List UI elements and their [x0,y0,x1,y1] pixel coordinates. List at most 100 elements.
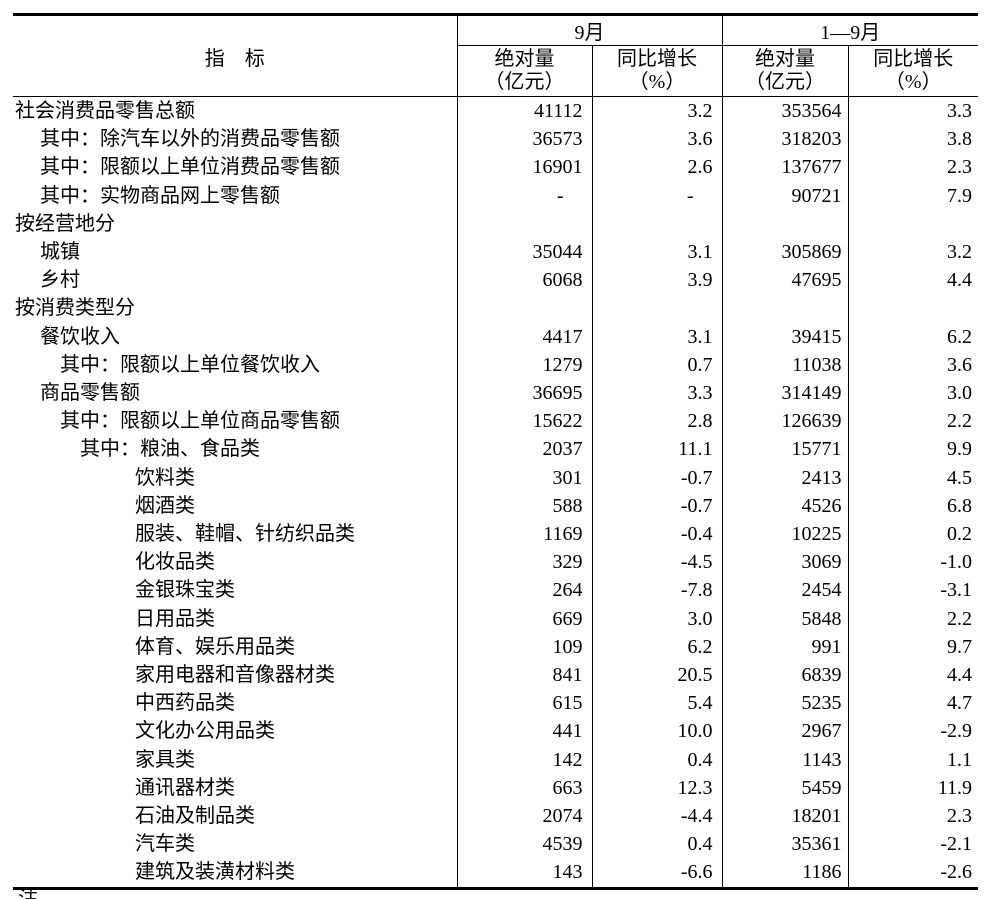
sep-growth-cell: 3.6 [591,125,722,154]
sep-absolute-value-cell: 142 [456,745,592,774]
sep-absolute-value-cell [456,294,592,323]
jan-sep-absolute-value-cell: 35361 [721,830,848,859]
jan-sep-absolute-value-cell: 991 [721,632,848,662]
table-row: 其中：限额以上单位商品零售额 15622 2.8 126639 2.2 [13,407,978,436]
jan-sep-growth-cell: 3.2 [847,238,978,267]
sep-absolute-value-cell: 6068 [456,266,592,295]
sep-absolute-value-cell: 35044 [456,238,592,267]
sep-growth-cell: 2.8 [591,407,722,436]
jan-sep-absolute-value-cell: 318203 [721,125,848,154]
sep-growth-cell: 2.6 [591,153,722,182]
table-row: 其中：粮油、食品类 2037 11.1 15771 9.9 [13,435,978,464]
jan-sep-growth-cell: 3.6 [847,350,978,380]
sep-absolute-value-cell: 329 [456,548,592,577]
sep-absolute-value-cell: 4539 [456,830,592,859]
jan-sep-absolute-value-cell: 2454 [721,576,848,605]
jan-sep-growth-cell: 11.9 [847,773,978,803]
table-row: 烟酒类 588 -0.7 4526 6.8 [13,491,978,521]
table-row: 商品零售额 36695 3.3 314149 3.0 [13,379,978,408]
jan-sep-absolute-value-cell: 126639 [721,407,848,436]
table-row: 中西药品类 615 5.4 5235 4.7 [13,689,978,718]
jan-sep-growth-header: 同比增长 （%） [847,45,978,97]
jan-sep-growth-cell: -2.6 [847,858,978,889]
table-row: 家具类 142 0.4 1143 1.1 [13,745,978,774]
jan-sep-growth-cell: 9.7 [847,632,978,662]
table-row: 日用品类 669 3.0 5848 2.2 [13,604,978,633]
jan-sep-growth-cell: 4.4 [847,266,978,295]
row-label: 烟酒类 [135,494,195,517]
table-row: 石油及制品类 2074 -4.4 18201 2.3 [13,802,978,831]
jan-sep-growth-cell: -2.9 [847,717,978,746]
table-row: 饮料类 301 -0.7 2413 4.5 [13,463,978,492]
row-label: 服装、鞋帽、针纺织品类 [135,523,355,546]
table-row: 餐饮收入 4417 3.1 39415 6.2 [13,322,978,351]
row-label: 文化办公用品类 [135,720,275,743]
sep-absolute-value-cell: 1279 [456,350,592,380]
jan-sep-growth-cell: 4.4 [847,661,978,690]
table-row: 其中：实物商品网上零售额 - -90721 7.9 [13,181,978,210]
jan-sep-absolute-value-cell: 137677 [721,153,848,182]
sep-absolute-value-cell: 663 [456,773,592,803]
jan-sep-absolute-value-cell: 5235 [721,689,848,718]
sep-growth-cell: 0.7 [591,350,722,380]
row-label: 乡村 [40,269,80,292]
sep-growth-cell [591,209,722,239]
jan-sep-absolute-value-cell: 15771 [721,435,848,464]
jan-sep-growth-cell: 1.1 [847,745,978,774]
sep-absolute-value-cell: 2037 [456,435,592,464]
row-label: 石油及制品类 [135,805,255,828]
month-header-row: 指 标 9月 1—9月 [13,14,978,97]
row-label: 按经营地分 [15,212,115,235]
jan-sep-absolute-value-cell: 1143 [721,745,848,774]
sep-absolute-value-cell: 669 [456,604,592,633]
header-line: 绝对量 [494,48,555,70]
jan-sep-absolute-value-cell: 2413 [721,463,848,492]
sep-absolute-value-cell: 4417 [456,322,592,351]
jan-sep-growth-cell: 4.5 [847,463,978,492]
sep-absolute-value-cell: 36695 [456,379,592,408]
sep-absolute-value-cell: 109 [456,632,592,662]
header-line: 绝对量 [755,48,815,70]
sep-absolute-value-cell: 16901 [456,153,592,182]
header-line: （%） [884,71,942,93]
row-label: 其中：粮油、食品类 [80,438,260,461]
sep-absolute-value-cell: 15622 [456,407,592,436]
sep-growth-cell: 3.1 [591,322,722,351]
jan-sep-absolute-value-cell: 5459 [721,773,848,803]
jan-sep-growth-cell: 6.8 [847,491,978,521]
sep-growth-cell: 3.3 [591,379,722,408]
jan-sep-absolute-value-cell [721,294,848,323]
row-label: 化妆品类 [135,551,215,574]
sep-growth-cell: -0.7 [591,463,722,492]
sep-absolute-value-cell [456,209,592,239]
indicator-column-header: 指 标 [13,14,458,97]
sep-growth-cell: 5.4 [591,689,722,718]
jan-sep-growth-cell [847,209,978,239]
sep-growth-cell: 3.2 [591,96,722,126]
table-row: 服装、鞋帽、针纺织品类 1169 -0.4 10225 0.2 [13,520,978,549]
sep-growth-cell: -4.4 [591,802,722,831]
table-row: 其中：限额以上单位消费品零售额 16901 2.6 137677 2.3 [13,153,978,182]
table-row: 金银珠宝类 264 -7.8 2454 -3.1 [13,576,978,605]
table-row: 社会消费品零售总额 41112 3.2 353564 3.3 [13,96,978,126]
jan-sep-growth-cell: 9.9 [847,435,978,464]
table-row: 按消费类型分 [13,294,978,323]
row-label: 日用品类 [135,607,215,630]
sep-absolute-value-cell: 41112 [456,96,592,126]
sep-absolute-value-cell: 2074 [456,802,592,831]
table-row: 乡村 6068 3.9 47695 4.4 [13,266,978,295]
column-group-september: 9月 [456,14,722,46]
row-label: 其中：限额以上单位消费品零售额 [40,156,340,179]
header-line: （%） [628,71,686,93]
sep-absolute-value-cell: 264 [456,576,592,605]
jan-sep-growth-cell: 2.2 [847,604,978,633]
jan-sep-growth-cell: 2.3 [847,802,978,831]
row-label: 饮料类 [135,466,195,489]
jan-sep-growth-cell: -3.1 [847,576,978,605]
row-label: 城镇 [40,241,80,264]
sep-growth-cell: 6.2 [591,632,722,662]
jan-sep-growth-cell: 6.2 [847,322,978,351]
sep-absolute-value-cell: 441 [456,717,592,746]
jan-sep-absolute-value-cell: 353564 [721,96,848,126]
